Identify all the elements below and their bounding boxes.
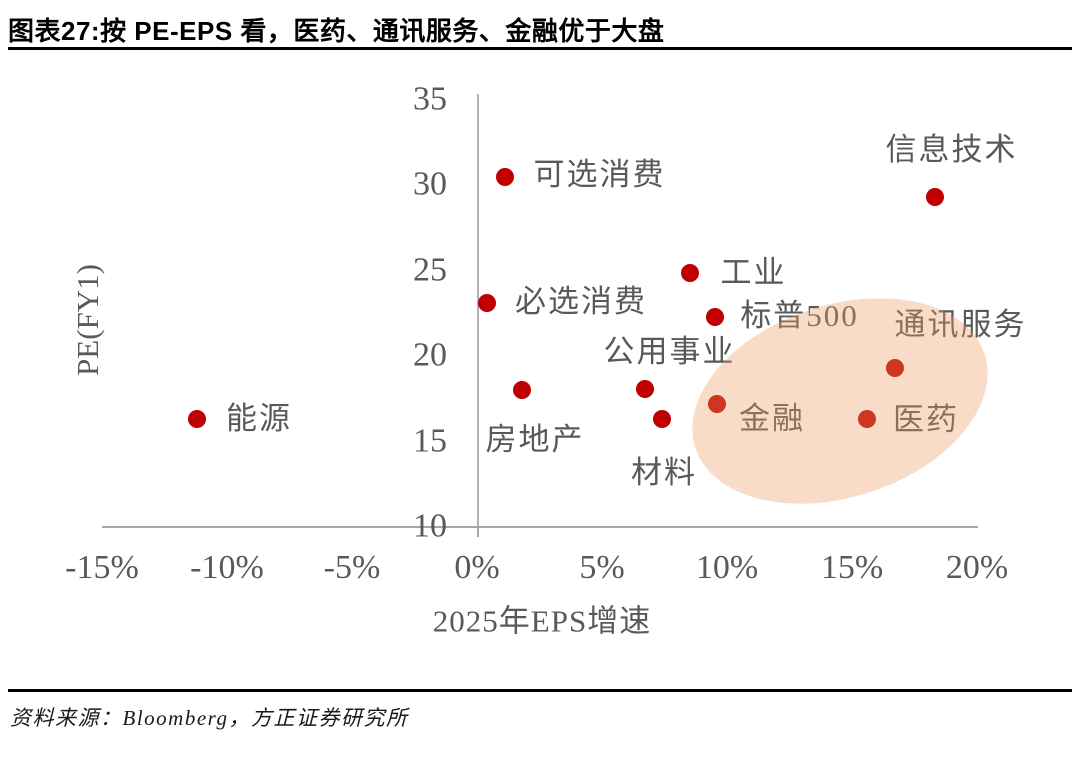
x-tick-label: 10% — [695, 549, 759, 586]
data-point-dot — [885, 359, 904, 378]
data-point-label: 材料 — [631, 455, 697, 491]
title-divider — [8, 47, 1072, 50]
x-tick-label: 5% — [579, 549, 625, 586]
footer-divider — [8, 689, 1072, 692]
y-axis-title: PE(FY1) — [70, 264, 105, 376]
data-point-label: 必选消费 — [515, 284, 647, 320]
data-point-label: 公用事业 — [603, 333, 736, 369]
x-axis-title: 2025年EPS增速 — [432, 603, 652, 639]
data-point-dot — [188, 410, 206, 429]
y-tick-label: 25 — [413, 251, 447, 289]
data-point-label: 标普500 — [740, 297, 859, 333]
data-point-dot — [478, 294, 496, 313]
source-note: 资料来源：Bloomberg，方正证券研究所 — [10, 706, 409, 730]
x-tick-label: 15% — [820, 549, 884, 586]
x-tick-label: -10% — [190, 549, 264, 586]
data-point-label: 通讯服务 — [894, 307, 1027, 343]
data-point-dot — [680, 263, 699, 282]
y-tick-label: 35 — [413, 80, 447, 118]
y-axis-line — [477, 94, 479, 527]
data-point-dot — [635, 379, 654, 398]
x-tick-label: 20% — [945, 549, 1009, 586]
data-point-label: 工业 — [720, 254, 787, 290]
y-tick-label: 15 — [413, 421, 447, 459]
data-point-dot — [705, 307, 724, 326]
x-tick-label: -15% — [65, 549, 139, 586]
y-tick-label: 10 — [413, 507, 447, 545]
data-point-dot — [653, 410, 671, 429]
data-point-label: 医药 — [893, 402, 959, 438]
data-point-dot — [708, 395, 726, 414]
x-tick-label: -5% — [323, 549, 381, 586]
x-tick-label: 0% — [454, 549, 500, 586]
x-axis-zero-tick — [477, 528, 479, 537]
y-tick-label: 30 — [413, 165, 447, 203]
data-point-dot — [513, 381, 531, 400]
y-tick-label: 20 — [413, 336, 447, 374]
data-point-dot — [858, 410, 876, 429]
data-point-dot — [925, 188, 944, 207]
data-point-label: 房地产 — [485, 422, 585, 458]
data-point-label: 金融 — [739, 400, 805, 436]
data-point-label: 能源 — [226, 401, 292, 437]
figure-title: 图表27:按 PE-EPS 看，医药、通讯服务、金融优于大盘 — [8, 16, 665, 46]
data-point-label: 信息技术 — [885, 132, 1018, 168]
x-axis-line — [102, 526, 978, 528]
data-point-dot — [495, 167, 514, 186]
data-point-label: 可选消费 — [533, 156, 666, 192]
